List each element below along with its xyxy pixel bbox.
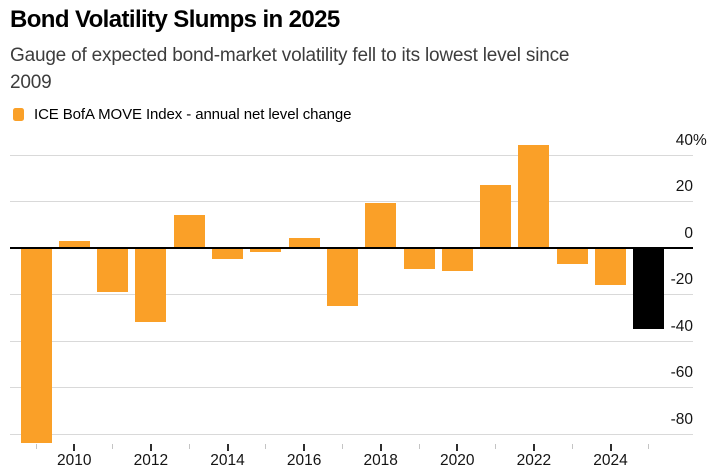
x-tick-2010 bbox=[73, 444, 76, 451]
gridline-20 bbox=[10, 201, 693, 203]
x-tick-2020 bbox=[456, 444, 459, 451]
chart-subtitle: Gauge of expected bond-market volatility… bbox=[10, 42, 569, 96]
x-tick-2009 bbox=[35, 444, 37, 449]
bar-2018 bbox=[365, 203, 397, 248]
bar-2009 bbox=[20, 247, 52, 443]
y-axis-label-40: 40% bbox=[675, 131, 707, 149]
bar-2023 bbox=[556, 247, 588, 264]
bar-2010 bbox=[58, 240, 90, 248]
y-axis-label--80: -80 bbox=[670, 410, 693, 428]
bar-2015 bbox=[250, 247, 282, 253]
x-tick-2017 bbox=[341, 444, 343, 449]
x-axis-label-2016: 2016 bbox=[286, 452, 322, 469]
y-axis-label-0: 0 bbox=[684, 224, 693, 242]
bar-2016 bbox=[288, 238, 320, 248]
x-tick-2019 bbox=[418, 444, 420, 449]
gridline--80 bbox=[10, 433, 693, 435]
x-axis-label-2010: 2010 bbox=[57, 452, 92, 469]
legend-swatch-icon bbox=[13, 108, 24, 121]
chart-title: Bond Volatility Slumps in 2025 bbox=[10, 6, 340, 33]
bar-2025 bbox=[633, 247, 665, 330]
x-axis-label-2022: 2022 bbox=[516, 452, 552, 469]
bar-2019 bbox=[403, 247, 435, 269]
x-axis-label-2012: 2012 bbox=[133, 452, 169, 469]
y-axis-label--40: -40 bbox=[670, 317, 693, 335]
percent-suffix: % bbox=[693, 131, 707, 149]
x-tick-2025 bbox=[648, 444, 650, 449]
y-axis-label-20: 20 bbox=[675, 178, 693, 196]
bar-2013 bbox=[173, 215, 205, 248]
bar-2014 bbox=[212, 247, 243, 260]
x-tick-2024 bbox=[609, 444, 612, 451]
gridline-40 bbox=[10, 154, 693, 156]
x-tick-2014 bbox=[226, 444, 229, 451]
x-tick-2022 bbox=[532, 444, 535, 451]
bar-2012 bbox=[135, 247, 167, 323]
y-axis-label--20: -20 bbox=[670, 271, 693, 289]
bar-2021 bbox=[480, 184, 512, 248]
x-tick-2012 bbox=[149, 444, 152, 451]
x-tick-2016 bbox=[303, 444, 306, 451]
gridline--60 bbox=[10, 387, 693, 389]
bar-2024 bbox=[595, 247, 626, 285]
chart-plot-area: 40% 20 0 -20 -40 -60 -80 2010 2012 2014 2016 2018 20… bbox=[10, 132, 707, 469]
zero-baseline bbox=[10, 246, 693, 249]
x-axis-label-2020: 2020 bbox=[440, 452, 475, 469]
x-tick-2021 bbox=[495, 444, 497, 449]
x-tick-2015 bbox=[265, 444, 267, 449]
chart-subtitle-line1: Gauge of expected bond-market volatility… bbox=[10, 45, 570, 66]
x-tick-2013 bbox=[188, 444, 190, 449]
gridline--40 bbox=[10, 340, 693, 342]
y-axis-label--60: -60 bbox=[670, 364, 693, 382]
bar-2022 bbox=[518, 145, 550, 248]
x-axis-label-2024: 2024 bbox=[593, 452, 628, 469]
x-tick-2011 bbox=[112, 444, 114, 449]
legend: ICE BofA MOVE Index - annual net level c… bbox=[13, 106, 351, 123]
legend-label: ICE BofA MOVE Index - annual net level c… bbox=[34, 106, 352, 123]
x-axis-label-2018: 2018 bbox=[363, 452, 398, 469]
x-tick-2023 bbox=[571, 444, 573, 449]
chart-subtitle-line2: 2009 bbox=[10, 72, 52, 93]
x-axis-label-2014: 2014 bbox=[210, 452, 245, 469]
x-tick-2018 bbox=[379, 444, 382, 451]
bar-2011 bbox=[97, 247, 129, 292]
bar-2020 bbox=[441, 247, 473, 271]
bar-2017 bbox=[326, 247, 358, 306]
